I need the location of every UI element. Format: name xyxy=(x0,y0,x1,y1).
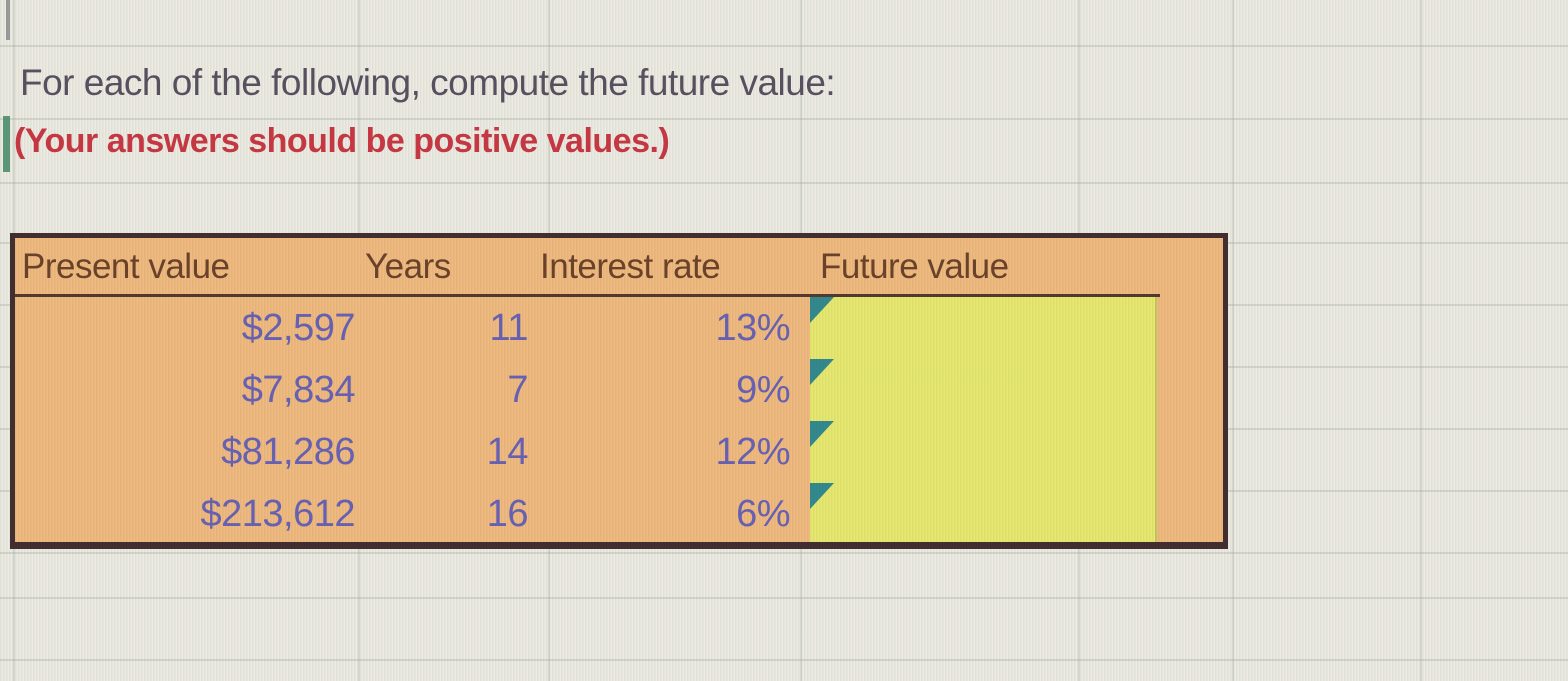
cell-corner-marker-icon xyxy=(810,421,834,447)
interest-rate-cell[interactable]: 13% xyxy=(715,307,790,349)
cell-corner-marker-icon xyxy=(810,483,834,509)
future-value-input-cell[interactable] xyxy=(810,359,1157,421)
present-value-cell[interactable]: $81,286 xyxy=(221,431,355,473)
interest-rate-cell[interactable]: 6% xyxy=(736,493,790,535)
column-header-years: Years xyxy=(365,247,451,286)
future-value-input-cell[interactable] xyxy=(810,297,1157,359)
instruction-text: For each of the following, compute the f… xyxy=(20,62,836,103)
present-value-cell[interactable]: $2,597 xyxy=(241,307,356,349)
interest-rate-cell[interactable]: 9% xyxy=(736,369,790,411)
column-header-future-value: Future value xyxy=(820,247,1009,286)
interest-rate-cell[interactable]: 12% xyxy=(715,431,790,473)
header-underline xyxy=(15,294,1160,297)
cell-corner-marker-icon xyxy=(810,297,834,323)
years-cell[interactable]: 7 xyxy=(507,369,528,411)
column-header-present-value: Present value xyxy=(22,247,230,286)
present-value-cell[interactable]: $7,834 xyxy=(241,369,356,411)
cell-corner-marker-icon xyxy=(810,359,834,385)
years-cell[interactable]: 11 xyxy=(489,307,529,349)
future-value-input-cell[interactable] xyxy=(810,483,1157,542)
future-value-table: Present value Years Interest rate Future… xyxy=(10,233,1228,549)
column-header-interest-rate: Interest rate xyxy=(540,247,721,286)
years-cell[interactable]: 16 xyxy=(486,493,529,535)
left-green-border-mark xyxy=(3,116,10,172)
left-edge-border-mark xyxy=(6,0,10,40)
warning-text: (Your answers should be positive values.… xyxy=(14,122,670,160)
future-value-input-cell[interactable] xyxy=(810,421,1157,483)
present-value-cell[interactable]: $213,612 xyxy=(200,493,356,535)
years-cell[interactable]: 14 xyxy=(486,431,529,473)
